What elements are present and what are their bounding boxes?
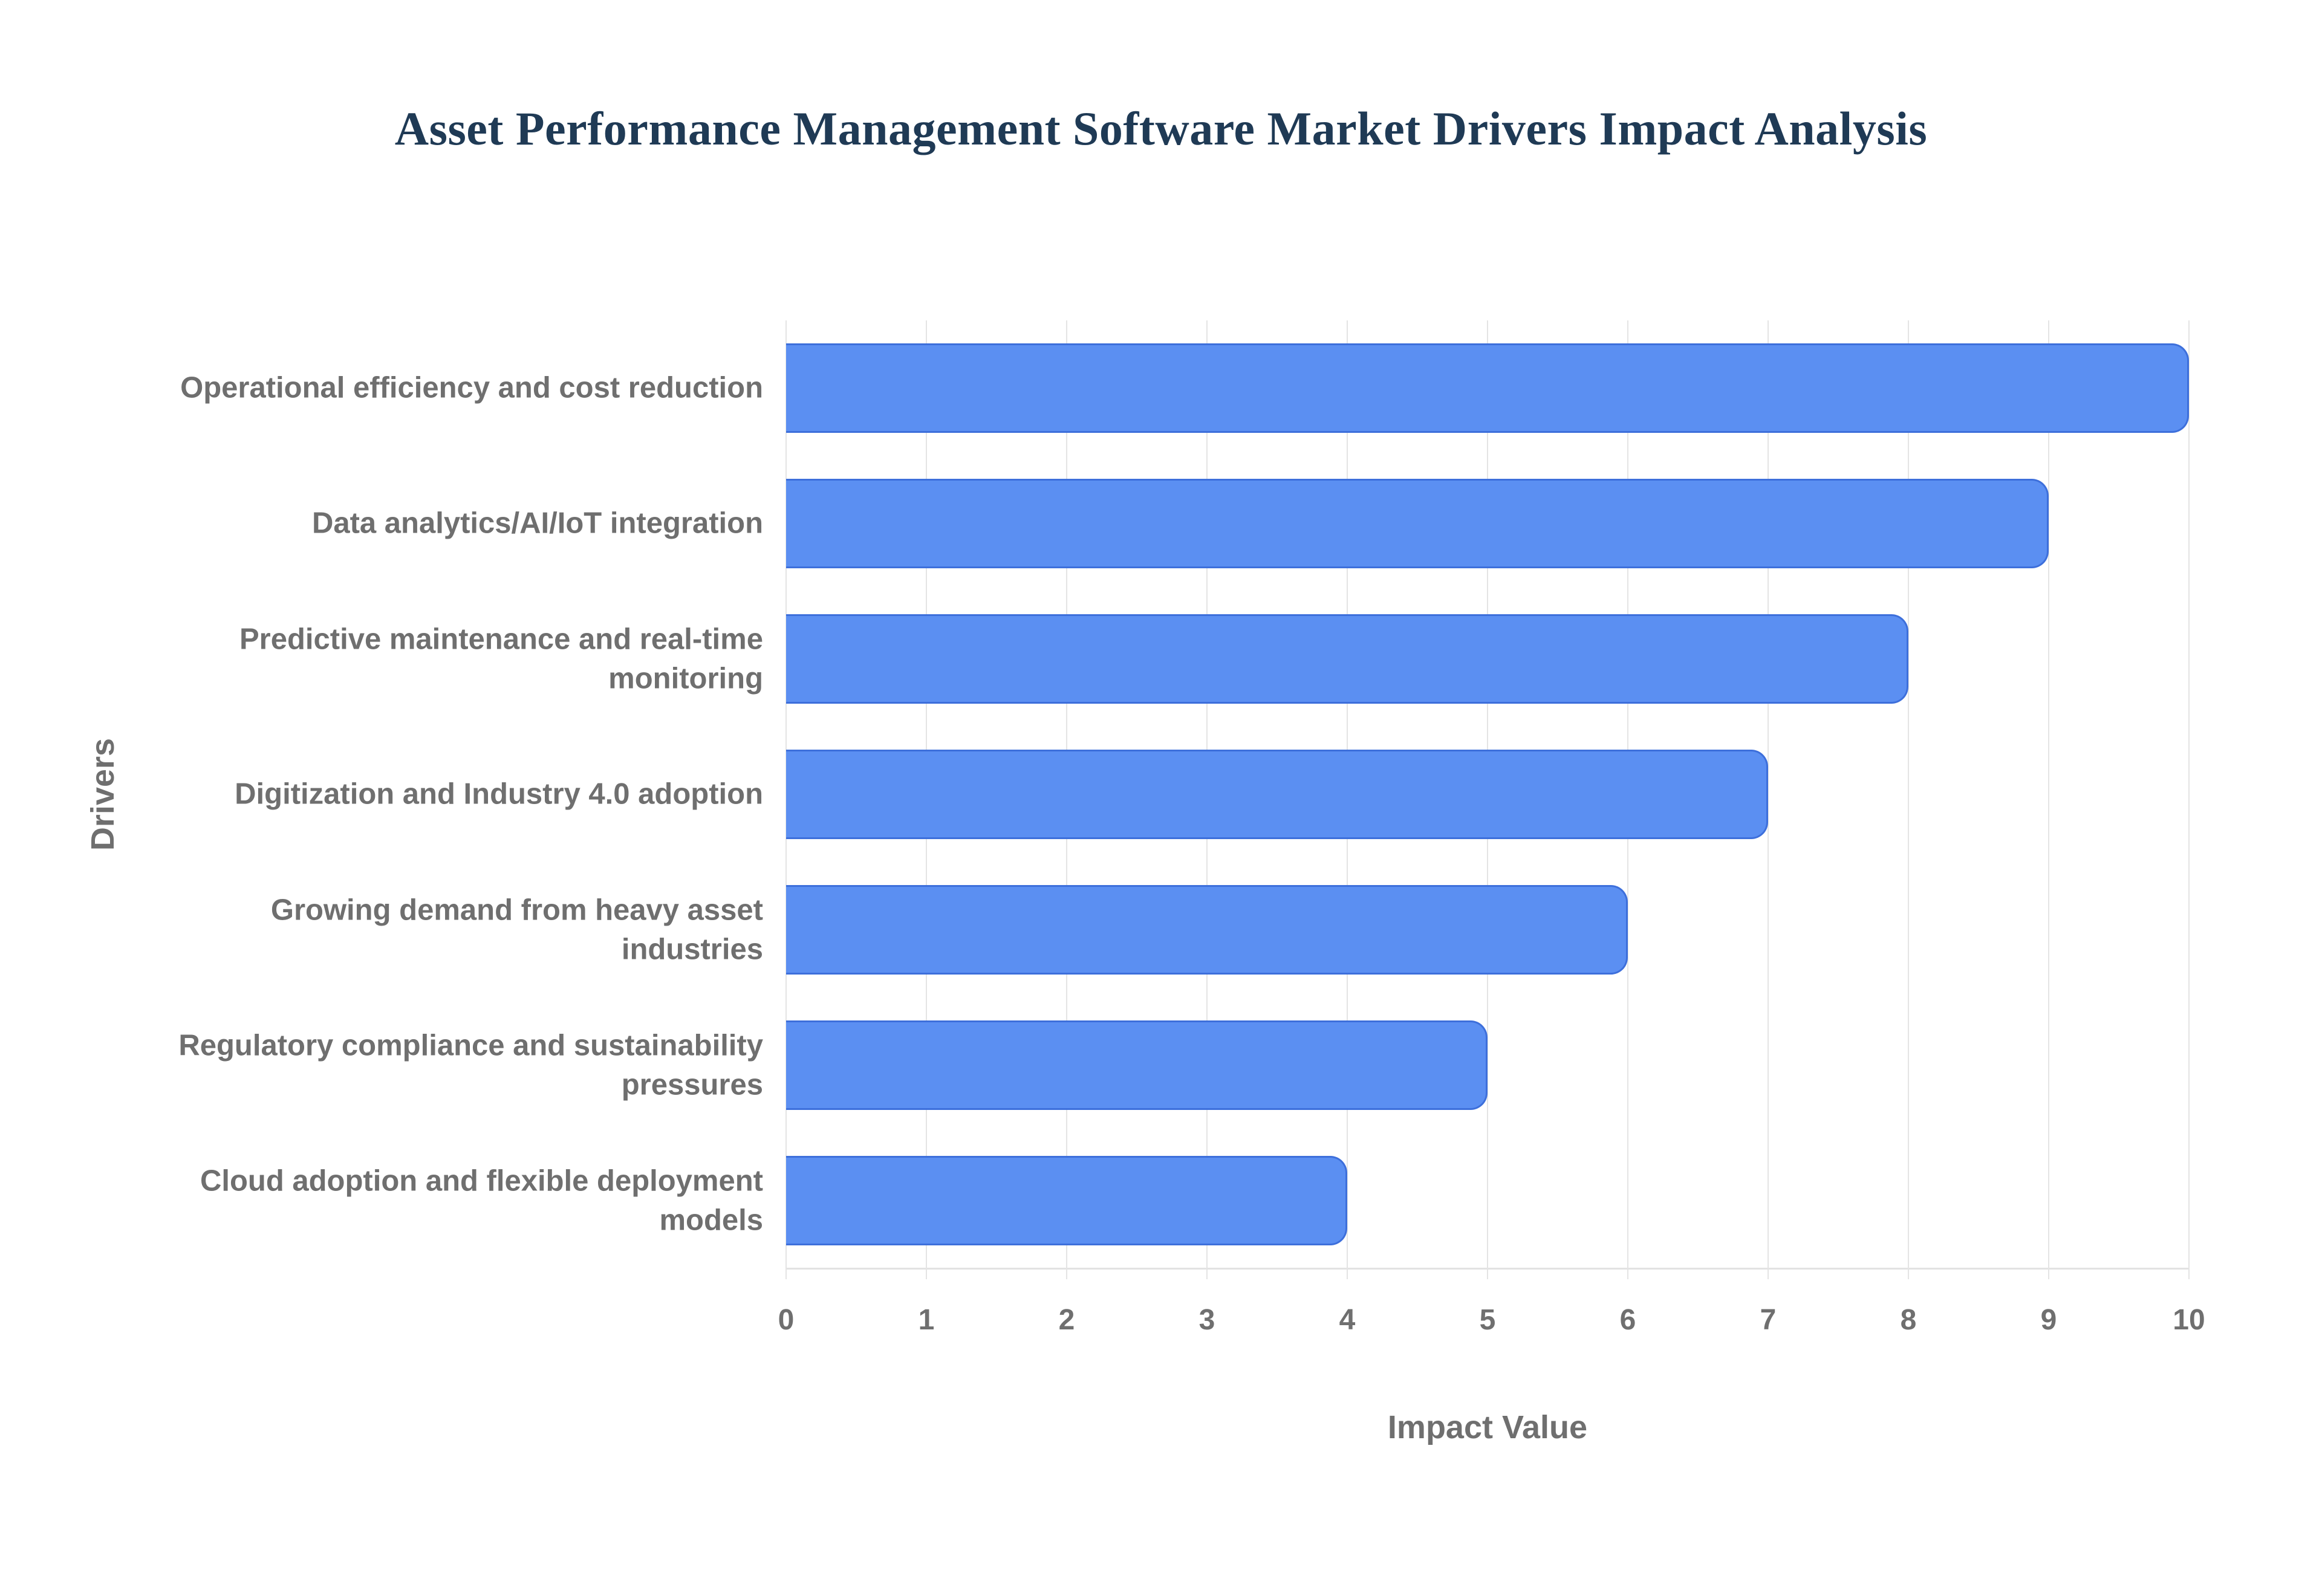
category-label-3: Digitization and Industry 4.0 adoption bbox=[235, 777, 763, 811]
gridline-x-10 bbox=[2188, 320, 2190, 1279]
category-label-6: Cloud adoption and flexible deployment m… bbox=[200, 1164, 763, 1236]
bar-3 bbox=[786, 750, 1768, 839]
x-tick-label-10: 10 bbox=[2173, 1304, 2205, 1336]
x-tick-label-5: 5 bbox=[1479, 1304, 1496, 1336]
category-label-5: Regulatory compliance and sustainability… bbox=[178, 1029, 763, 1101]
x-axis-ticks: 0 1 2 3 4 5 6 7 8 9 10 bbox=[778, 1303, 2205, 1346]
chart-title: Asset Performance Management Software Ma… bbox=[394, 102, 1928, 155]
x-tick-label-2: 2 bbox=[1058, 1304, 1075, 1336]
bar-6 bbox=[786, 1156, 1347, 1245]
bar-2 bbox=[786, 614, 1908, 704]
category-label-0: Operational efficiency and cost reductio… bbox=[180, 371, 763, 404]
gridline-x-8 bbox=[1908, 320, 1909, 1279]
category-label-1: Data analytics/AI/IoT integration bbox=[311, 507, 763, 540]
x-axis-title: Impact Value bbox=[1387, 1409, 1588, 1445]
bar-4 bbox=[786, 885, 1628, 975]
category-label-2: Predictive maintenance and real-time mon… bbox=[239, 623, 763, 695]
x-tick-label-3: 3 bbox=[1198, 1304, 1215, 1336]
x-tick-label-4: 4 bbox=[1339, 1304, 1356, 1336]
category-label-4: Growing demand from heavy asset industri… bbox=[270, 894, 763, 965]
x-tick-label-7: 7 bbox=[1760, 1304, 1777, 1336]
category-labels: Operational efficiency and cost reductio… bbox=[0, 320, 763, 1268]
x-tick-label-0: 0 bbox=[778, 1304, 795, 1336]
x-tick-label-9: 9 bbox=[2040, 1304, 2057, 1336]
plot-area bbox=[785, 320, 2190, 1279]
x-tick-label-1: 1 bbox=[918, 1304, 935, 1336]
gridline-x-7 bbox=[1768, 320, 1769, 1279]
bar-5 bbox=[786, 1020, 1488, 1110]
bar-1 bbox=[786, 479, 2049, 568]
bar-0 bbox=[786, 343, 2189, 433]
x-tick-label-8: 8 bbox=[1900, 1304, 1917, 1336]
x-tick-label-6: 6 bbox=[1619, 1304, 1636, 1336]
gridline-x-9 bbox=[2048, 320, 2049, 1279]
